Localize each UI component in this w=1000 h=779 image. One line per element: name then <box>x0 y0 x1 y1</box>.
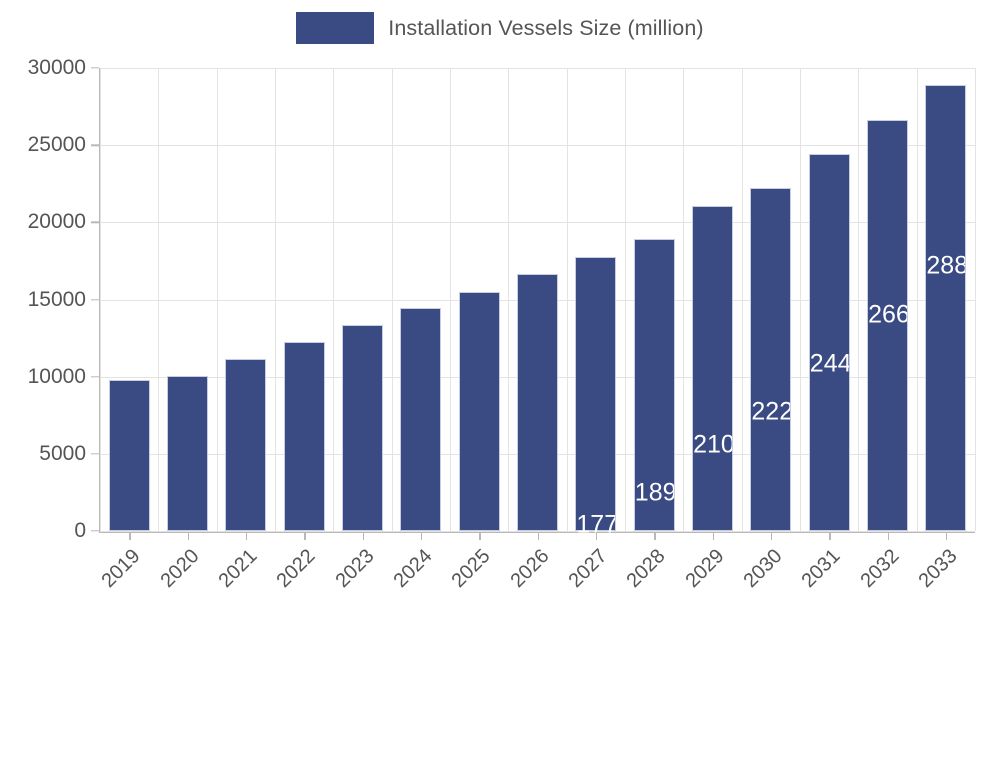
x-axis-tick-mark <box>712 532 714 540</box>
bar[interactable]: 17761 <box>575 256 617 538</box>
gridline-vertical <box>625 68 626 531</box>
x-axis-tick-label: 2026 <box>506 545 554 593</box>
x-axis-tick-label: 2024 <box>389 545 437 593</box>
bar-value-label: 24449 <box>809 349 849 378</box>
y-axis-tick-label: 25000 <box>27 133 86 157</box>
y-axis-tick-mark <box>91 221 99 223</box>
x-axis-tick-mark <box>887 532 889 540</box>
x-axis-tick-mark <box>945 532 948 540</box>
gridline-horizontal <box>100 68 975 69</box>
y-axis-tick-mark <box>91 530 99 532</box>
x-axis-tick-label: 2032 <box>856 545 904 593</box>
y-axis-tick-label: 0 <box>74 519 86 542</box>
y-axis-tick-mark <box>91 144 99 146</box>
x-axis-tick-mark <box>304 532 306 540</box>
bar-value-label: 10060 <box>168 730 207 759</box>
bar[interactable]: 16624 <box>517 274 558 570</box>
gridline-vertical <box>450 68 451 531</box>
x-axis-tick-label: 2030 <box>739 545 787 593</box>
gridline-vertical <box>216 68 218 531</box>
gridline-horizontal <box>100 145 975 147</box>
x-axis-tick-mark <box>420 532 423 540</box>
bar-value-label: 11150 <box>226 699 265 728</box>
gridline-vertical <box>158 68 160 531</box>
bar[interactable]: 18911 <box>633 239 675 531</box>
x-axis-tick-mark <box>770 532 773 540</box>
bar-value-label: 28892 <box>926 251 966 280</box>
x-axis-tick-label: 2025 <box>447 545 495 593</box>
gridline-vertical <box>916 68 918 531</box>
x-axis-tick-label: 2028 <box>622 545 670 593</box>
gridline-vertical <box>683 68 685 531</box>
gridline-vertical <box>275 68 276 531</box>
x-axis-tick-mark <box>129 532 131 540</box>
x-axis-tick-mark <box>654 532 656 540</box>
x-axis-tick-label: 2031 <box>797 545 845 593</box>
gridline-horizontal <box>100 531 975 532</box>
x-axis-tick-label: 2021 <box>214 545 262 593</box>
bar[interactable]: 13354 <box>342 324 383 664</box>
gridline-vertical <box>975 68 976 531</box>
y-axis-tick-mark <box>91 453 99 455</box>
x-axis-tick-mark <box>537 532 539 540</box>
bar[interactable]: 11150 <box>225 358 267 727</box>
gridline-vertical <box>566 68 568 531</box>
bar[interactable]: 12247 <box>283 342 325 696</box>
y-axis-tick-mark <box>91 298 99 301</box>
x-axis-tick-label: 2020 <box>156 545 204 593</box>
x-axis-tick-label: 2033 <box>914 545 962 593</box>
bar-value-label: 14470 <box>401 604 441 633</box>
bar-value-label: 13354 <box>343 636 382 665</box>
bar-value-label: 21075 <box>693 430 732 459</box>
bar[interactable]: 26661 <box>867 119 908 531</box>
x-axis-tick-label: 2029 <box>681 545 729 593</box>
x-axis-tick-mark <box>595 532 598 540</box>
x-axis-tick-mark <box>479 532 481 540</box>
x-axis-tick-mark <box>362 532 364 540</box>
gridline-vertical <box>508 68 510 531</box>
bar[interactable]: 15500 <box>458 291 500 602</box>
x-axis-tick-mark <box>187 532 189 540</box>
y-axis-tick-mark <box>91 375 99 378</box>
x-axis-tick-label: 2023 <box>331 545 379 593</box>
bar[interactable]: 24449 <box>808 153 850 531</box>
bar[interactable]: 21075 <box>692 205 733 531</box>
bar-value-label: 26661 <box>868 300 907 329</box>
y-axis-line <box>99 68 101 532</box>
y-axis-tick-label: 15000 <box>27 287 86 311</box>
bar-value-label: 12247 <box>284 668 324 696</box>
gridline-vertical <box>858 68 860 531</box>
legend-swatch-installation-vessels-size <box>296 12 375 44</box>
gridline-vertical <box>333 68 335 531</box>
bar-value-label: 18911 <box>634 478 674 507</box>
x-axis-tick-mark <box>245 532 248 540</box>
bar[interactable]: 28892 <box>925 85 967 531</box>
gridline-vertical <box>100 68 101 531</box>
y-axis-tick-label: 30000 <box>27 56 86 79</box>
y-axis-tick-label: 10000 <box>27 364 86 388</box>
gridline-vertical <box>741 68 743 531</box>
x-axis-tick-mark <box>829 532 831 540</box>
y-axis-tick-label: 5000 <box>39 441 86 465</box>
chart-legend: Installation Vessels Size (million) <box>0 8 1000 48</box>
x-axis-tick-label: 2027 <box>564 545 612 593</box>
y-axis-tick-mark <box>91 67 99 69</box>
bar[interactable]: 10060 <box>167 375 208 759</box>
gridline-vertical <box>800 68 801 531</box>
gridline-vertical <box>391 68 393 531</box>
bar[interactable]: 14470 <box>400 307 442 633</box>
bar-value-label: 22254 <box>751 397 791 426</box>
gridline-horizontal <box>100 222 975 224</box>
x-axis-tick-label: 2022 <box>272 545 320 593</box>
bar-chart: Installation Vessels Size (million) 0 500… <box>0 8 1000 778</box>
x-axis-tick-label: 2019 <box>97 545 145 593</box>
y-axis-tick-label: 20000 <box>27 210 86 234</box>
bar[interactable]: 22254 <box>750 187 792 531</box>
legend-label-installation-vessels-size: Installation Vessels Size (million) <box>388 15 704 40</box>
